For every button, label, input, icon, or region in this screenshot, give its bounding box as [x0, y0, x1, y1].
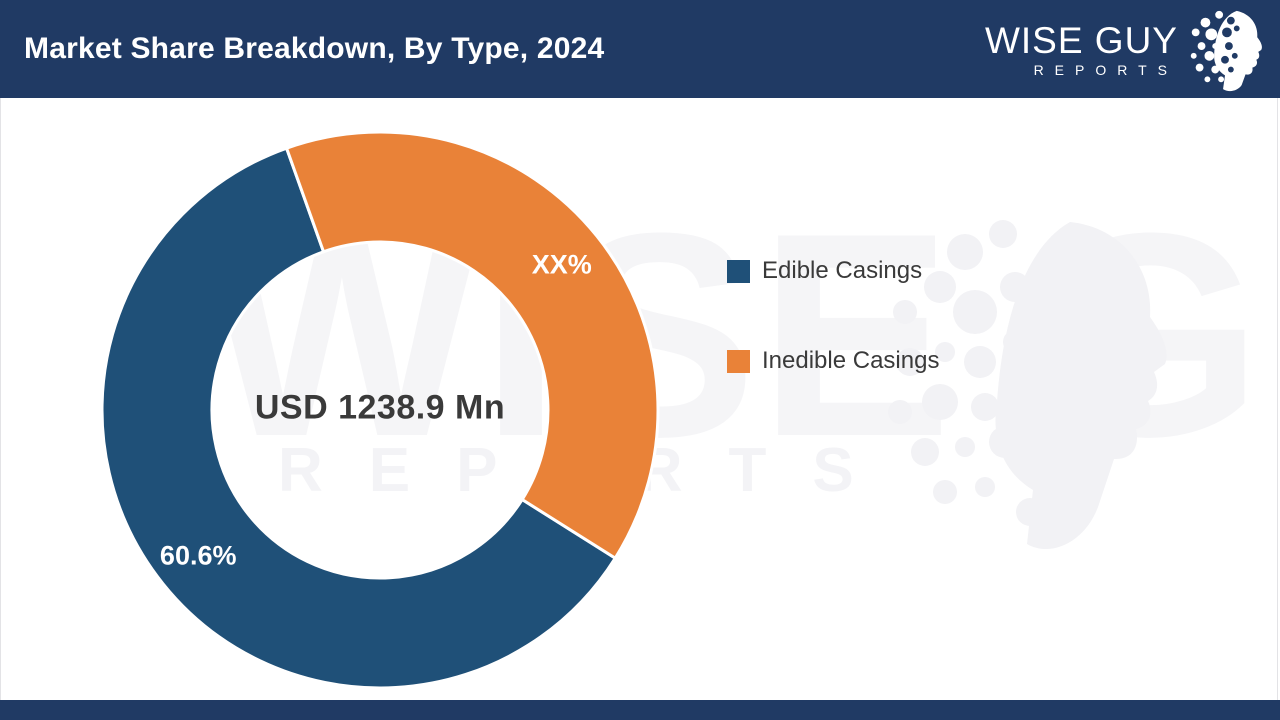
footer-bar — [0, 700, 1280, 720]
header-bar: Market Share Breakdown, By Type, 2024 WI… — [0, 0, 1280, 98]
center-value-label: USD 1238.9 Mn — [254, 388, 506, 427]
slice-percent-label-1: XX% — [532, 249, 592, 279]
legend-swatch-inedible — [727, 349, 750, 373]
donut-segment-1 — [284, 130, 660, 561]
slice-percent-label-0: 60.6% — [160, 541, 237, 571]
logo-brand-name: WISE GUY — [984, 19, 1178, 61]
donut-chart: 60.6% XX% — [100, 130, 660, 690]
legend-label-inedible: Inedible Casings — [762, 347, 940, 374]
legend-swatch-edible — [727, 259, 750, 283]
page-title: Market Share Breakdown, By Type, 2024 — [24, 32, 605, 65]
logo-brand-subtitle: REPORTS — [1033, 61, 1178, 78]
logo-face-icon — [1190, 10, 1262, 92]
logo: WISE GUY REPORTS — [985, 5, 1266, 93]
logo-text: WISE GUY REPORTS — [985, 22, 1178, 77]
legend-label-edible: Edible Casings — [762, 257, 923, 284]
donut-segment-0 — [100, 146, 618, 690]
watermark-head-icon — [888, 220, 1167, 550]
legend: Edible Casings Inedible Casings — [727, 249, 939, 383]
legend-item-edible: Edible Casings — [727, 249, 939, 293]
legend-item-inedible: Inedible Casings — [727, 339, 939, 383]
